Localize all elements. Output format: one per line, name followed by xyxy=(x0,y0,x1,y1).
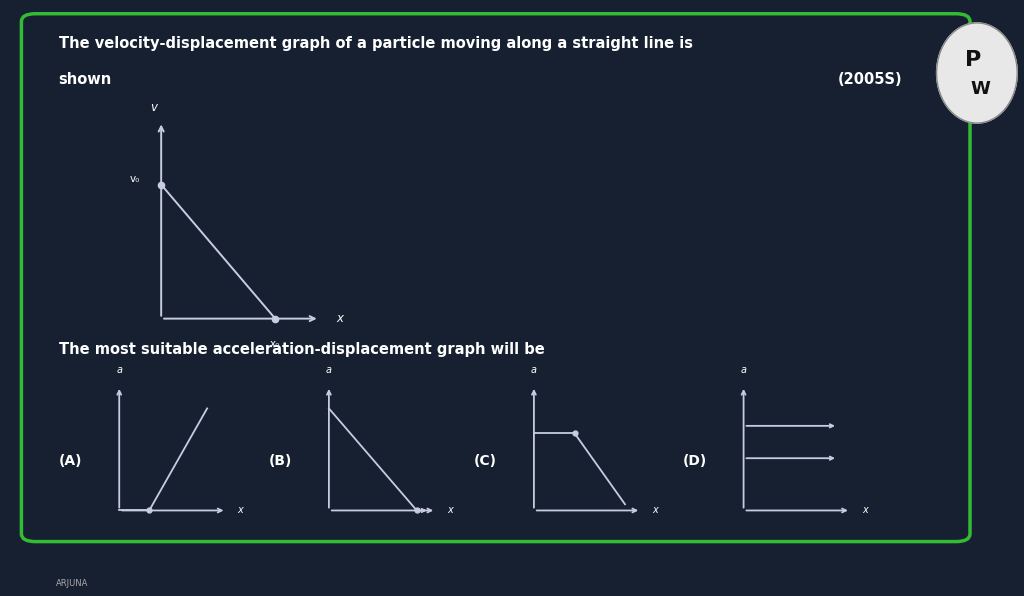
Text: a: a xyxy=(740,365,746,375)
Text: x₀: x₀ xyxy=(270,339,281,349)
Text: (A): (A) xyxy=(58,454,82,468)
Text: shown: shown xyxy=(58,72,112,88)
Text: a: a xyxy=(530,365,537,375)
Text: ARJUNA: ARJUNA xyxy=(55,579,88,588)
Text: (B): (B) xyxy=(268,454,292,468)
Text: v₀: v₀ xyxy=(130,174,140,184)
Text: x: x xyxy=(447,505,453,516)
Text: x: x xyxy=(336,312,343,325)
Text: The velocity-displacement graph of a particle moving along a straight line is: The velocity-displacement graph of a par… xyxy=(58,36,692,51)
Circle shape xyxy=(937,23,1017,123)
Text: The most suitable acceleration-displacement graph will be: The most suitable acceleration-displacem… xyxy=(58,342,545,357)
Text: W: W xyxy=(971,80,990,98)
Text: x: x xyxy=(652,505,658,516)
Text: v: v xyxy=(151,101,158,114)
Text: (D): (D) xyxy=(683,454,708,468)
Text: P: P xyxy=(966,51,982,70)
Text: a: a xyxy=(117,365,122,375)
Text: (C): (C) xyxy=(473,454,497,468)
Text: a: a xyxy=(326,365,332,375)
Text: (2005S): (2005S) xyxy=(838,72,902,88)
Text: x: x xyxy=(238,505,244,516)
Text: x: x xyxy=(862,505,867,516)
